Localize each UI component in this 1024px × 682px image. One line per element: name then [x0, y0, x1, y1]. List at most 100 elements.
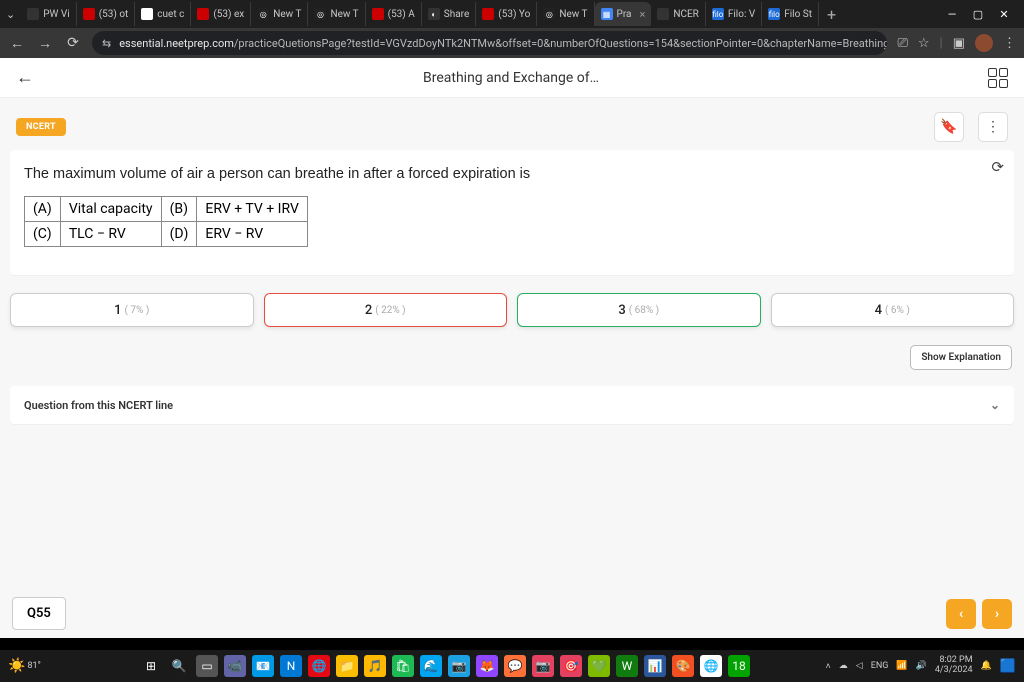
window-minimize-button[interactable]: —	[946, 8, 958, 21]
taskbar-app-icon[interactable]: 💚	[588, 655, 610, 677]
tab-label: NCER	[673, 9, 699, 20]
tab-favicon	[372, 8, 384, 20]
browser-tab[interactable]: filo Filo: V	[706, 2, 762, 26]
tray-copilot-icon[interactable]: 🟦	[1000, 659, 1016, 674]
taskbar-app-icon[interactable]: 🌐	[308, 655, 330, 677]
browser-tab[interactable]: (53) A	[366, 2, 422, 26]
taskbar-app-icon[interactable]: 📧	[252, 655, 274, 677]
taskbar-app-icon[interactable]: ⊞	[140, 655, 162, 677]
answer-option-button[interactable]: 1( 7% )	[10, 293, 254, 327]
browser-tab[interactable]: (53) Yo	[476, 2, 537, 26]
browser-tab[interactable]: filo Filo St	[762, 2, 819, 26]
taskbar-app-icon[interactable]: 📷	[532, 655, 554, 677]
window-close-button[interactable]: ✕	[998, 8, 1010, 21]
url-input[interactable]: ⇆ essential.neetprep.com/practiceQuetion…	[92, 31, 887, 55]
answer-option-button[interactable]: 4( 6% )	[771, 293, 1015, 327]
option-c-text: TLC − RV	[60, 222, 161, 247]
browser-tab[interactable]: ◐ Share	[422, 2, 476, 26]
tab-label: Filo St	[784, 9, 812, 20]
answer-number: 3	[618, 303, 625, 318]
tab-label: Pra	[617, 9, 632, 20]
chevron-down-icon: ⌄	[990, 398, 1000, 412]
tab-favicon: filo	[712, 8, 724, 20]
more-options-button[interactable]: ⋮	[978, 112, 1008, 142]
browser-menu-icon[interactable]: ⋮	[1003, 36, 1016, 51]
browser-tab[interactable]: ▦Pra×	[595, 2, 652, 26]
taskbar-app-icon[interactable]: 🦊	[476, 655, 498, 677]
taskbar-app-icon[interactable]: 🌊	[420, 655, 442, 677]
show-explanation-button[interactable]: Show Explanation	[910, 345, 1012, 370]
tray-notification-icon[interactable]: 🔔	[981, 661, 992, 671]
taskbar-app-icon[interactable]: 🔍	[168, 655, 190, 677]
window-maximize-button[interactable]: ▢	[972, 8, 984, 21]
tab-dropdown-icon[interactable]: ⌄	[6, 8, 15, 21]
tray-chevron-icon[interactable]: ˄	[826, 661, 831, 672]
browser-tab[interactable]: ◎New T	[251, 2, 308, 26]
page-back-button[interactable]: ←	[16, 67, 34, 88]
ncert-line-accordion[interactable]: Question from this NCERT line ⌄	[10, 386, 1014, 424]
taskbar-app-icon[interactable]: 18	[728, 655, 750, 677]
taskbar-app-icon[interactable]: 🎨	[672, 655, 694, 677]
option-d-label: (D)	[161, 222, 197, 247]
browser-forward-button[interactable]: →	[36, 35, 54, 52]
answer-option-button[interactable]: 2( 22% )	[264, 293, 508, 327]
browser-tab[interactable]: (53) ex	[191, 2, 251, 26]
taskbar-app-icon[interactable]: 📷	[448, 655, 470, 677]
browser-reload-button[interactable]: ⟳	[64, 35, 82, 51]
close-tab-icon[interactable]: ×	[639, 8, 645, 21]
reload-question-icon[interactable]: ⟳	[991, 158, 1004, 176]
bookmark-button[interactable]: 🔖	[934, 112, 964, 142]
taskbar-app-icon[interactable]: 🎵	[364, 655, 386, 677]
browser-tab[interactable]: NCER	[651, 2, 706, 26]
tab-favicon: ◎	[543, 8, 555, 20]
question-number-button[interactable]: Q55	[12, 597, 66, 630]
bookmark-star-icon[interactable]: ☆	[918, 36, 930, 51]
answer-number: 1	[114, 303, 121, 318]
grid-view-icon[interactable]	[988, 68, 1008, 88]
tab-label: (53) ex	[213, 9, 244, 20]
browser-tab[interactable]: ◎New T	[537, 2, 594, 26]
taskbar-app-icon[interactable]: 📹	[224, 655, 246, 677]
tray-language-icon[interactable]: ENG	[871, 661, 889, 671]
taskbar-app-icon[interactable]: 📊	[644, 655, 666, 677]
weather-icon[interactable]: ☀️	[8, 658, 25, 674]
tab-favicon: filo	[768, 8, 780, 20]
windows-taskbar: ☀️ 81° ⊞🔍▭📹📧N🌐📁🎵🛍🌊📷🦊💬📷🎯💚W📊🎨🌐18 ˄ ☁ ◁ ENG…	[0, 650, 1024, 682]
new-tab-button[interactable]: +	[819, 5, 844, 24]
tab-favicon: ◐	[428, 8, 440, 20]
taskbar-app-icon[interactable]: 🛍	[392, 655, 414, 677]
tab-label: (53) Yo	[498, 9, 530, 20]
browser-tab[interactable]: PW Vi	[21, 2, 76, 26]
taskbar-app-icon[interactable]: 🎯	[560, 655, 582, 677]
tab-label: cuet c	[157, 9, 184, 20]
taskbar-app-icon[interactable]: W	[616, 655, 638, 677]
extensions-icon[interactable]: ▣	[953, 36, 965, 51]
system-clock[interactable]: 8:02 PM 4/3/2024	[935, 656, 973, 676]
browser-tab-strip: ⌄ PW Vi(53) otGcuet c(53) ex◎New T◎New T…	[0, 0, 1024, 28]
browser-tab[interactable]: (53) ot	[77, 2, 136, 26]
profile-avatar[interactable]	[975, 34, 993, 52]
browser-tab[interactable]: Gcuet c	[135, 2, 191, 26]
tab-label: Share	[444, 9, 469, 20]
tray-cloud-icon[interactable]: ☁	[839, 661, 848, 671]
tray-location-icon[interactable]: ◁	[856, 661, 863, 671]
prev-question-button[interactable]: ‹	[946, 599, 976, 629]
tab-label: Filo: V	[728, 9, 755, 20]
next-question-button[interactable]: ›	[982, 599, 1012, 629]
answer-option-button[interactable]: 3( 68% )	[517, 293, 761, 327]
answer-number: 4	[875, 303, 882, 318]
tab-label: New T	[273, 9, 301, 20]
taskbar-app-icon[interactable]: 💬	[504, 655, 526, 677]
site-info-icon[interactable]: ⇆	[102, 37, 111, 50]
option-a-label: (A)	[25, 197, 61, 222]
taskbar-app-icon[interactable]: 🌐	[700, 655, 722, 677]
tray-volume-icon[interactable]: 🔊	[916, 661, 927, 671]
tray-wifi-icon[interactable]: 📶	[896, 661, 907, 671]
taskbar-app-icon[interactable]: ▭	[196, 655, 218, 677]
browser-back-button[interactable]: ←	[8, 35, 26, 52]
browser-tab[interactable]: ◎New T	[308, 2, 365, 26]
taskbar-app-icon[interactable]: N	[280, 655, 302, 677]
screen-share-icon[interactable]: ⎚	[897, 36, 907, 51]
taskbar-app-icon[interactable]: 📁	[336, 655, 358, 677]
answer-percent: ( 22% )	[375, 305, 405, 316]
